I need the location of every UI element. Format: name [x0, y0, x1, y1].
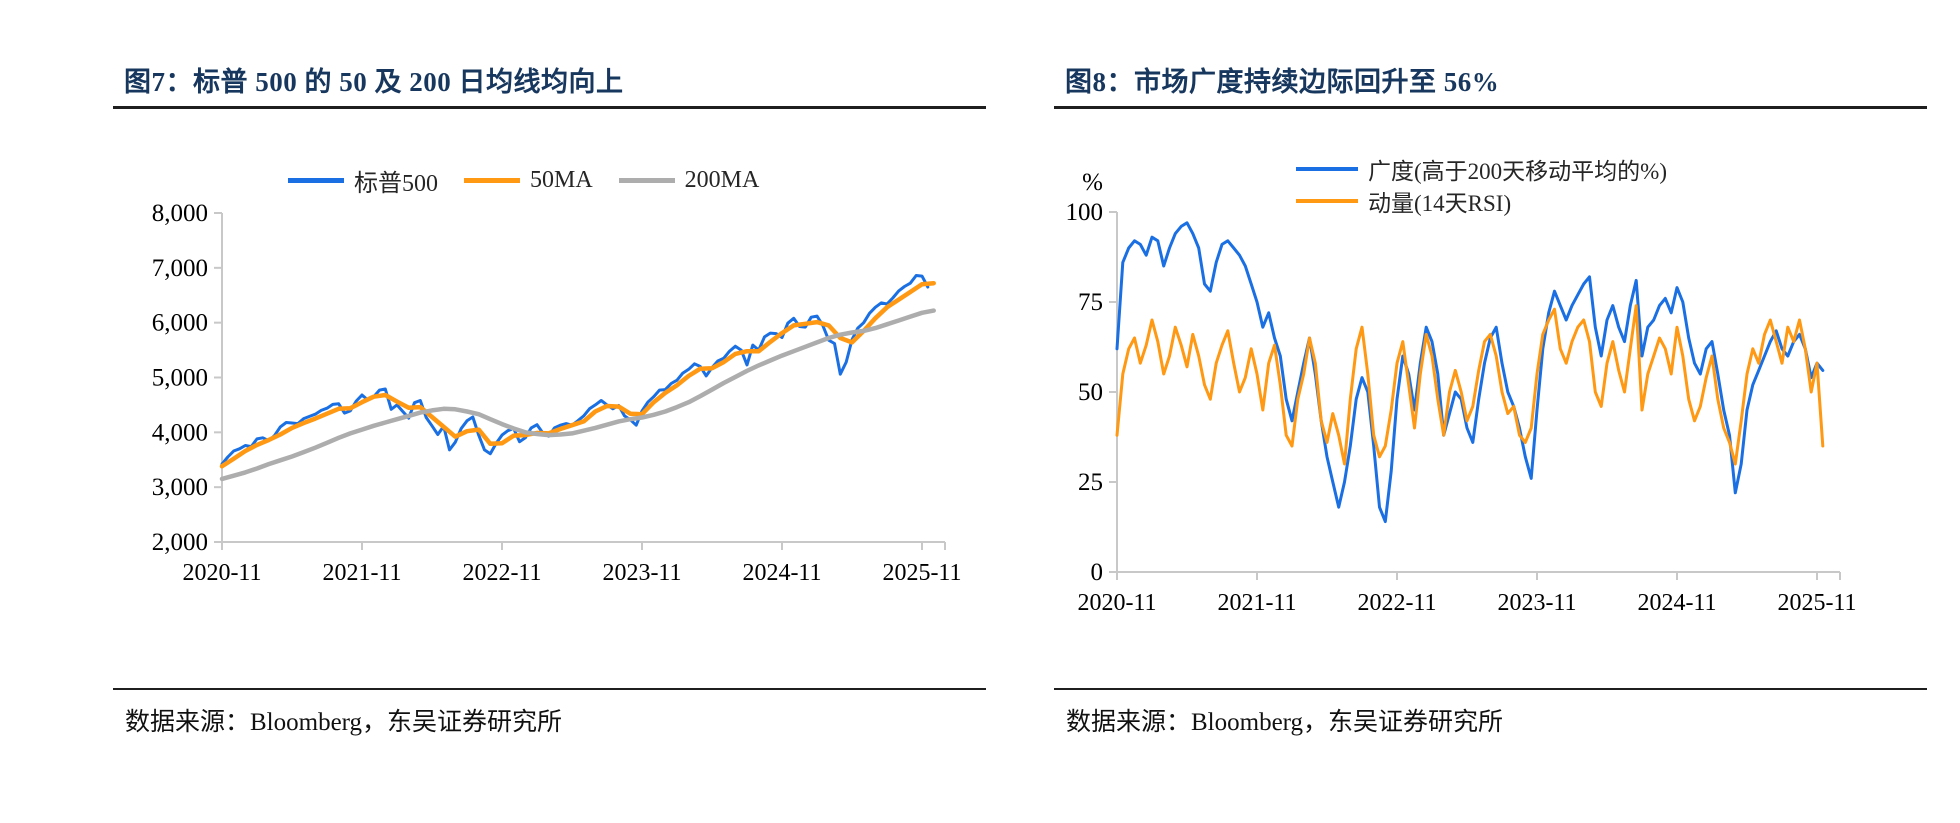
svg-text:2025-11: 2025-11 [1777, 590, 1856, 616]
figure-7-title-rule [113, 106, 986, 109]
svg-text:100: 100 [1066, 199, 1104, 226]
legend-label: 广度(高于200天移动平均的%) [1368, 159, 1667, 184]
figure-7-source: 数据来源：Bloomberg，东吴证券研究所 [125, 709, 563, 736]
legend-label: 200MA [684, 167, 760, 193]
legend-item-momentum: 动量(14天RSI) [1296, 185, 1511, 217]
sp500-line-swatch [288, 178, 344, 183]
svg-text:75: 75 [1078, 289, 1103, 316]
svg-text:2022-11: 2022-11 [1357, 590, 1436, 616]
svg-text:2025-11: 2025-11 [882, 560, 961, 586]
svg-text:4,000: 4,000 [152, 419, 208, 446]
figure-8-source-rule [1054, 688, 1927, 690]
svg-text:6,000: 6,000 [152, 310, 208, 337]
figure-8-title: 图8：市场广度持续边际回升至 56% [1065, 67, 1500, 97]
figure-7-title: 图7：标普 500 的 50 及 200 日均线均向上 [124, 67, 624, 97]
200ma-line-swatch [618, 178, 675, 183]
svg-text:2021-11: 2021-11 [322, 560, 401, 586]
svg-text:2,000: 2,000 [152, 529, 208, 556]
svg-text:50: 50 [1078, 379, 1103, 406]
svg-text:5,000: 5,000 [152, 365, 208, 392]
50ma-line-swatch [464, 178, 520, 183]
figure-7-legend: 标普500 50MA 200MA [288, 163, 785, 198]
svg-text:0: 0 [1091, 559, 1104, 586]
figure-7-source-rule [113, 688, 986, 690]
svg-text:2023-11: 2023-11 [602, 560, 681, 586]
momentum-line-swatch [1296, 198, 1358, 204]
legend-item-200ma: 200MA [618, 167, 760, 194]
svg-text:2020-11: 2020-11 [182, 560, 261, 586]
breadth-line-swatch [1296, 166, 1358, 172]
legend-item-50ma: 50MA [464, 167, 593, 194]
legend-item-breadth: 广度(高于200天移动平均的%) [1296, 153, 1667, 185]
svg-text:2024-11: 2024-11 [742, 560, 821, 586]
legend-label: 50MA [530, 167, 593, 193]
figure-8-legend: 广度(高于200天移动平均的%) 动量(14天RSI) [1296, 153, 1667, 217]
svg-text:2020-11: 2020-11 [1077, 590, 1156, 616]
figure-8-source: 数据来源：Bloomberg，东吴证券研究所 [1066, 709, 1504, 736]
svg-text:2024-11: 2024-11 [1637, 590, 1716, 616]
legend-label: 动量(14天RSI) [1368, 191, 1512, 216]
svg-text:7,000: 7,000 [152, 255, 208, 282]
legend-label: 标普500 [354, 171, 438, 197]
svg-text:2022-11: 2022-11 [462, 560, 541, 586]
legend-item-sp500: 标普500 [288, 163, 438, 198]
figure-7-plot: 8,000 7,000 6,000 5,000 4,000 3,000 2,000 2020-… [152, 200, 962, 586]
svg-text:2023-11: 2023-11 [1497, 590, 1576, 616]
figure-8-plot: 100 75 50 25 0% 2020-11 2021-11 2022-11 2023-11 2… [1066, 169, 1857, 616]
svg-text:2021-11: 2021-11 [1217, 590, 1296, 616]
figure-8-title-rule [1054, 106, 1927, 109]
svg-text:%: % [1082, 169, 1103, 196]
svg-text:8,000: 8,000 [152, 200, 208, 227]
svg-text:25: 25 [1078, 469, 1103, 496]
svg-text:3,000: 3,000 [152, 474, 208, 501]
